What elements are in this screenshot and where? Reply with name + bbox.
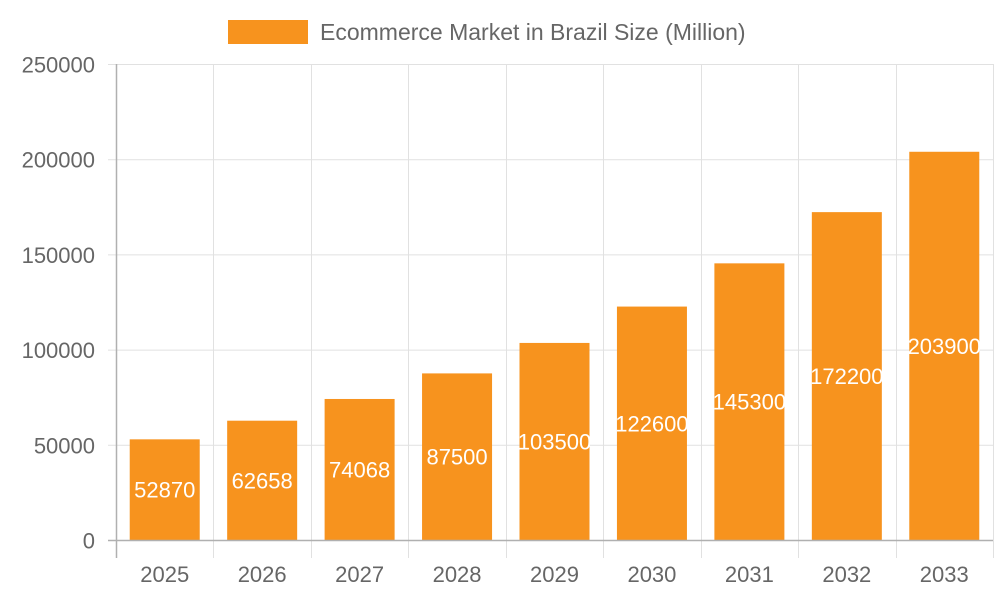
- data-label: 122600: [615, 411, 688, 436]
- x-tick-label: 2030: [627, 562, 676, 587]
- x-tick-label: 2025: [140, 562, 189, 587]
- x-tick-label: 2032: [822, 562, 871, 587]
- y-axis: 0 50000 100000 150000 200000 250000: [22, 53, 118, 558]
- data-label: 103500: [518, 429, 591, 454]
- y-tick-label: 250000: [22, 53, 95, 78]
- x-tick-label: 2029: [530, 562, 579, 587]
- bar: [227, 420, 298, 540]
- y-tick-label: 50000: [34, 433, 95, 458]
- data-label: 172200: [810, 364, 883, 389]
- y-tick-label: 0: [83, 529, 95, 554]
- bar: [811, 212, 882, 540]
- legend-swatch: [228, 20, 308, 44]
- data-label: 203900: [908, 334, 981, 359]
- data-label: 87500: [426, 445, 487, 470]
- bar: [714, 263, 785, 540]
- x-axis: 2025 2026 2027 2028 2029 2030 2031 2032 2033: [108, 539, 993, 587]
- x-tick-label: 2028: [433, 562, 482, 587]
- bar: [519, 342, 590, 540]
- chart-legend[interactable]: Ecommerce Market in Brazil Size (Million…: [228, 18, 746, 46]
- bar: [909, 151, 980, 540]
- bars: 52870 62658 74068 87500 103500 122600 145300 17…: [129, 151, 981, 540]
- y-tick-label: 150000: [22, 243, 95, 268]
- data-label: 74068: [329, 457, 390, 482]
- x-tick-label: 2026: [238, 562, 287, 587]
- bar: [422, 373, 493, 540]
- bar: [129, 439, 200, 540]
- legend-label: Ecommerce Market in Brazil Size (Million…: [320, 18, 746, 45]
- data-label: 52870: [134, 478, 195, 503]
- data-label: 62658: [232, 468, 293, 493]
- data-label: 145300: [713, 390, 786, 415]
- x-tick-label: 2027: [335, 562, 384, 587]
- y-tick-label: 100000: [22, 338, 95, 363]
- bar: [616, 306, 687, 540]
- y-tick-label: 200000: [22, 148, 95, 173]
- bar: [324, 398, 395, 540]
- x-tick-label: 2031: [725, 562, 774, 587]
- x-tick-label: 2033: [920, 562, 969, 587]
